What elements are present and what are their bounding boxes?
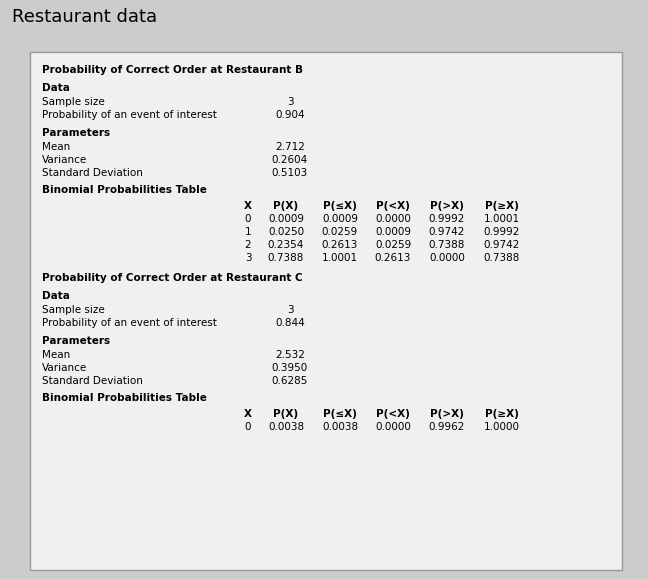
Text: P(X): P(X) [273,409,299,419]
Text: 0.0038: 0.0038 [268,422,304,432]
Text: Variance: Variance [42,155,87,165]
Text: X: X [244,409,252,419]
Text: Restaurant data: Restaurant data [12,8,157,26]
Text: 0.0000: 0.0000 [429,253,465,263]
Text: Binomial Probabilities Table: Binomial Probabilities Table [42,393,207,403]
Text: 0.3950: 0.3950 [272,363,308,373]
Text: P(>X): P(>X) [430,409,464,419]
Text: 2.532: 2.532 [275,350,305,360]
Text: 0: 0 [245,214,251,224]
Text: 0.0000: 0.0000 [375,422,411,432]
Text: Standard Deviation: Standard Deviation [42,376,143,386]
Text: Data: Data [42,291,70,301]
Text: 0.9992: 0.9992 [429,214,465,224]
Text: P(<X): P(<X) [376,409,410,419]
Text: 0.6285: 0.6285 [272,376,308,386]
Text: 0.0250: 0.0250 [268,227,304,237]
Text: P(≥X): P(≥X) [485,409,519,419]
Text: Mean: Mean [42,350,70,360]
Text: 3: 3 [286,305,294,315]
Text: 3: 3 [245,253,251,263]
Text: 0: 0 [245,422,251,432]
Text: 2: 2 [245,240,251,250]
Text: 0.2354: 0.2354 [268,240,304,250]
Text: Sample size: Sample size [42,305,105,315]
Text: 0.7388: 0.7388 [429,240,465,250]
Text: 1.0000: 1.0000 [484,422,520,432]
Text: P(<X): P(<X) [376,201,410,211]
Text: Variance: Variance [42,363,87,373]
Text: 0.7388: 0.7388 [484,253,520,263]
Text: 0.0009: 0.0009 [268,214,304,224]
Text: Probability of Correct Order at Restaurant C: Probability of Correct Order at Restaura… [42,273,303,283]
Text: 0.2604: 0.2604 [272,155,308,165]
Text: Probability of an event of interest: Probability of an event of interest [42,318,217,328]
Text: 0.2613: 0.2613 [375,253,411,263]
Text: 0.9742: 0.9742 [484,240,520,250]
Text: 1: 1 [245,227,251,237]
Text: 1.0001: 1.0001 [322,253,358,263]
Text: 0.904: 0.904 [275,110,305,120]
Text: Probability of Correct Order at Restaurant B: Probability of Correct Order at Restaura… [42,65,303,75]
Text: 0.0259: 0.0259 [375,240,411,250]
Text: 0.0009: 0.0009 [322,214,358,224]
Text: 0.0038: 0.0038 [322,422,358,432]
Text: Parameters: Parameters [42,336,110,346]
Text: Standard Deviation: Standard Deviation [42,168,143,178]
Text: 0.0009: 0.0009 [375,227,411,237]
Text: 0.5103: 0.5103 [272,168,308,178]
Text: 0.9742: 0.9742 [429,227,465,237]
Text: P(≤X): P(≤X) [323,409,357,419]
Text: 1.0001: 1.0001 [484,214,520,224]
Text: 3: 3 [286,97,294,107]
Text: Mean: Mean [42,142,70,152]
Text: P(>X): P(>X) [430,201,464,211]
Text: 0.9992: 0.9992 [484,227,520,237]
Text: X: X [244,201,252,211]
Text: 0.9962: 0.9962 [429,422,465,432]
Text: Sample size: Sample size [42,97,105,107]
Text: 0.2613: 0.2613 [322,240,358,250]
Bar [30,52,622,570]
Text: 2.712: 2.712 [275,142,305,152]
Text: P(≥X): P(≥X) [485,201,519,211]
Text: 0.844: 0.844 [275,318,305,328]
Text: Probability of an event of interest: Probability of an event of interest [42,110,217,120]
Text: 0.0000: 0.0000 [375,214,411,224]
Text: Data: Data [42,83,70,93]
Text: 0.7388: 0.7388 [268,253,304,263]
Text: P(≤X): P(≤X) [323,201,357,211]
Text: Binomial Probabilities Table: Binomial Probabilities Table [42,185,207,195]
Text: Parameters: Parameters [42,128,110,138]
Text: 0.0259: 0.0259 [322,227,358,237]
Text: P(X): P(X) [273,201,299,211]
